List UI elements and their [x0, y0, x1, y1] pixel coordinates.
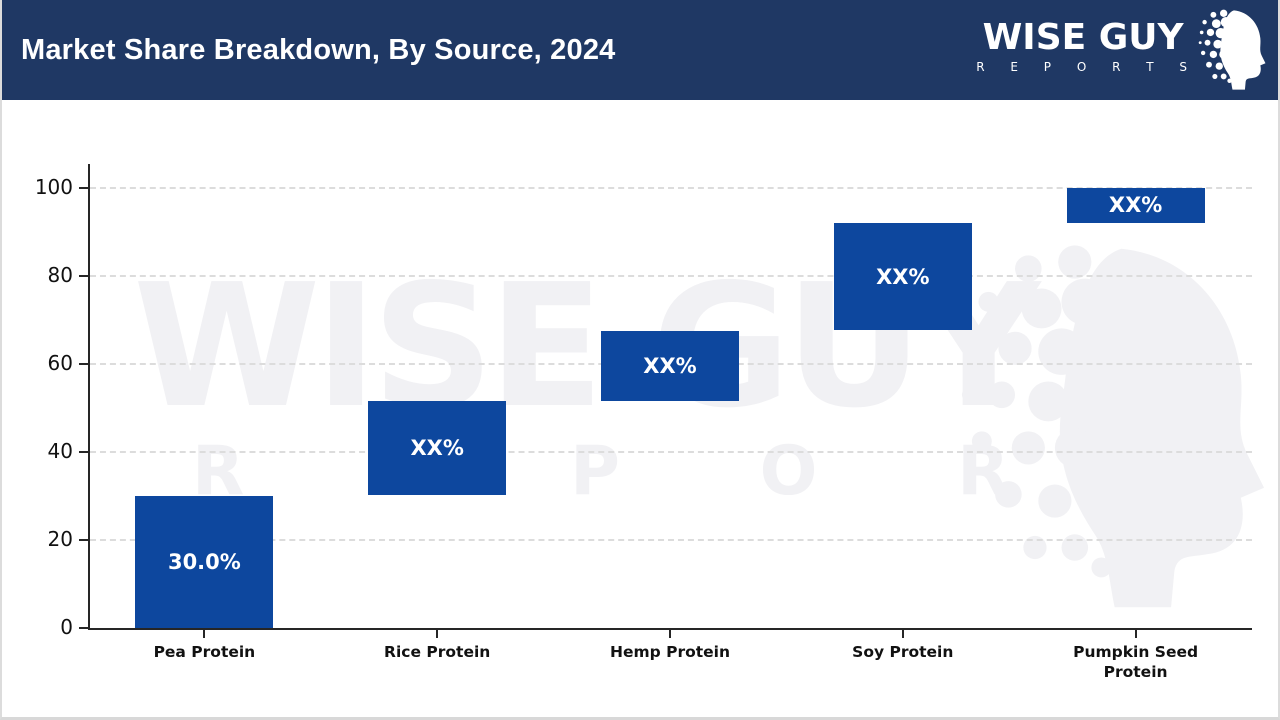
bar-value-label: XX% [1108, 193, 1163, 218]
y-axis-tick-label: 80 [47, 262, 73, 287]
x-axis-category-label: Pea Protein [153, 642, 256, 661]
x-axis-tick [901, 628, 904, 638]
page-title: Market Share Breakdown, By Source, 2024 [21, 33, 616, 66]
y-axis-tick [79, 186, 88, 189]
y-axis-tick-label: 0 [60, 614, 73, 639]
bar-value-label: 30.0% [167, 549, 241, 574]
x-axis-category-label: Rice Protein [384, 642, 491, 661]
x-axis-tick [203, 628, 206, 638]
bar-soy-protein: XX% [833, 222, 972, 331]
brand-subtitle: R E P O R T S [976, 60, 1198, 74]
y-axis-tick [79, 274, 88, 277]
x-axis-category-label: Hemp Protein [609, 642, 731, 661]
gridline [90, 274, 1252, 277]
y-axis-tick [79, 362, 88, 365]
gridline [90, 450, 1252, 453]
y-axis-tick [79, 626, 88, 629]
brand-logo: WISE GUY R E P O R T S [976, 4, 1270, 96]
brand-name: WISE GUY [982, 17, 1184, 58]
brand-head-icon [1198, 9, 1266, 90]
bar-value-label: XX% [876, 264, 930, 289]
y-axis-tick [79, 450, 88, 453]
x-axis-tick [669, 628, 671, 638]
gridline [90, 186, 1252, 189]
bar-hemp-protein: XX% [601, 330, 739, 401]
bar-value-label: XX% [410, 436, 464, 461]
x-axis-category-label: Soy Protein [852, 642, 954, 661]
bar-pea-protein: 30.0% [135, 495, 274, 628]
y-axis-tick-label: 60 [47, 350, 73, 375]
x-axis-tick [1134, 628, 1137, 638]
bar-rice-protein: XX% [368, 400, 507, 496]
x-axis-tick [436, 628, 439, 638]
brand-logo-text: WISE GUY R E P O R T S [968, 17, 1198, 75]
x-axis-category-label: Pumpkin Seed Protein [1073, 642, 1199, 681]
y-axis-tick-label: 100 [34, 174, 73, 199]
x-axis-line [88, 627, 1252, 630]
header-bar: Market Share Breakdown, By Source, 2024 … [0, 0, 1280, 100]
bar-value-label: XX% [643, 353, 697, 378]
y-axis-tick-label: 20 [47, 526, 73, 551]
gridline [90, 538, 1252, 541]
y-axis-tick [79, 538, 88, 541]
bar-pumpkin-seed-protein: XX% [1066, 187, 1205, 223]
y-axis-tick-label: 40 [47, 438, 73, 463]
y-axis-line [88, 164, 90, 630]
